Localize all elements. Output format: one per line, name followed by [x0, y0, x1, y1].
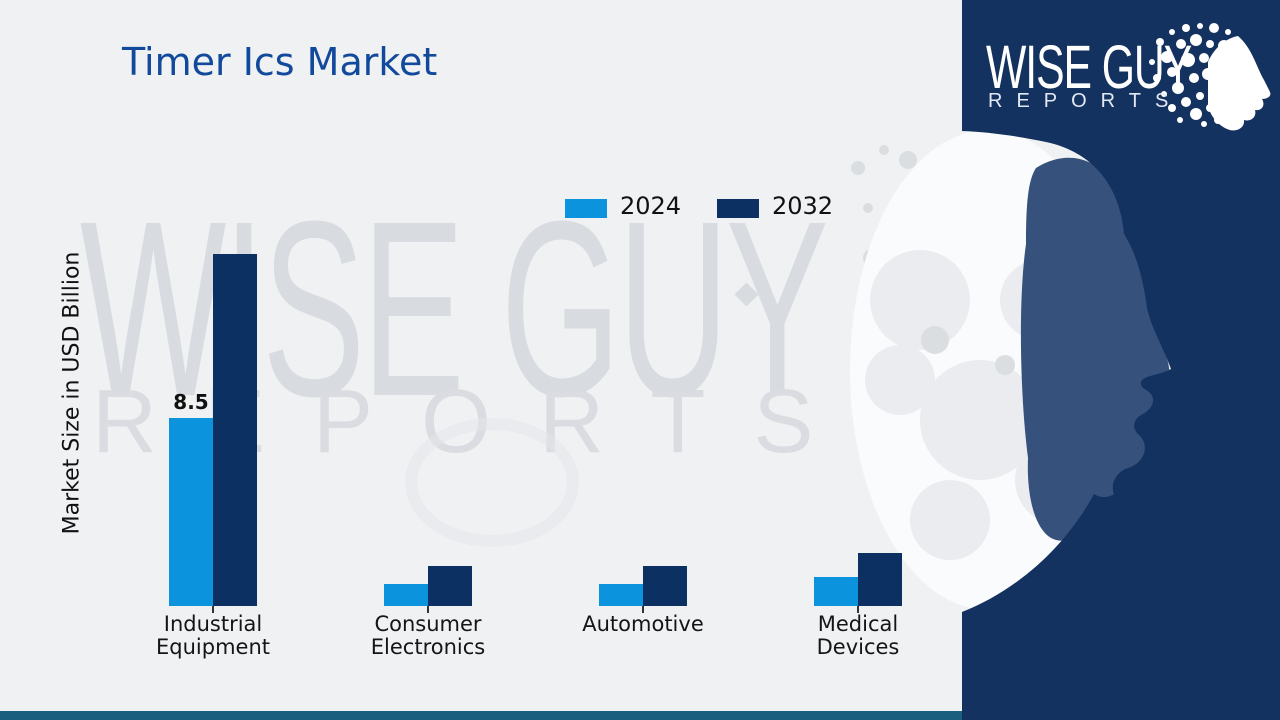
logo-face-icon	[1149, 23, 1271, 131]
y-axis-label: Market Size in USD Billion	[59, 251, 85, 535]
bar-2032-automotive	[643, 566, 687, 606]
logo-wiseguy-text: WISE GUY	[986, 33, 1192, 101]
face-shadow	[1020, 157, 1171, 541]
logo-face-profile	[1208, 36, 1271, 131]
legend-swatch-2032	[717, 199, 759, 218]
bar-2024-consumer-electronics	[384, 584, 428, 606]
bottom-accent-strip	[0, 711, 962, 720]
bar-value-label: 8.5	[173, 390, 209, 414]
legend-label-2024: 2024	[620, 192, 682, 220]
right-panel	[962, 0, 1280, 720]
category-label-consumer-electronics: Consumer Electronics	[370, 612, 486, 659]
x-axis-tick	[212, 606, 214, 613]
bar-2024-industrial-equipment	[169, 418, 213, 606]
x-axis-tick	[857, 606, 859, 613]
legend-swatch-2024	[565, 199, 607, 218]
bar-2032-consumer-electronics	[428, 566, 472, 606]
category-label-industrial-equipment: Industrial Equipment	[156, 612, 270, 659]
logo-reports-text: REPORTS	[988, 90, 1183, 112]
bar-2032-medical-devices	[858, 553, 902, 606]
bar-2024-medical-devices	[814, 577, 858, 606]
x-axis-tick	[642, 606, 644, 613]
category-label-medical-devices: Medical Devices	[816, 612, 900, 659]
bar-2032-industrial-equipment	[213, 254, 257, 606]
watermark-wiseguy-text: WISE GUY	[80, 169, 829, 448]
category-label-automotive: Automotive	[582, 612, 704, 636]
watermark-ring	[405, 418, 579, 547]
brand-face-artwork	[850, 0, 1280, 720]
bar-2024-automotive	[599, 584, 643, 606]
legend-label-2032: 2032	[772, 192, 834, 220]
x-axis-tick	[427, 606, 429, 613]
chart-title: Timer Ics Market	[122, 40, 438, 84]
